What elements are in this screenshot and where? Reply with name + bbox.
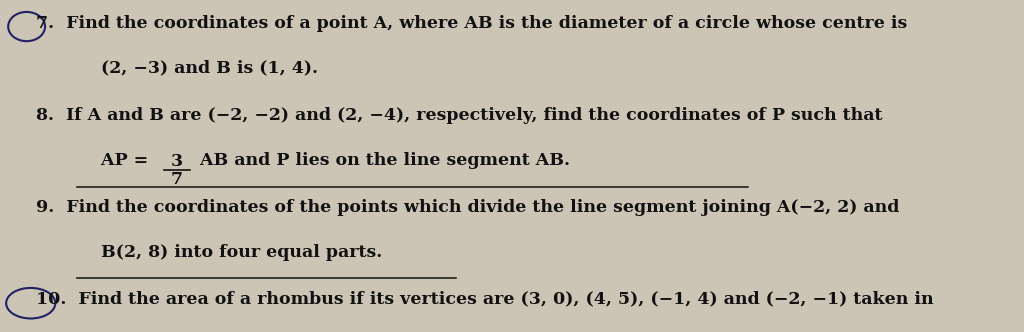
Text: 7.  Find the coordinates of a point A, where AB is the diameter of a circle whos: 7. Find the coordinates of a point A, wh… xyxy=(36,15,907,32)
Text: 10.  Find the area of a rhombus if its vertices are (3, 0), (4, 5), (−1, 4) and : 10. Find the area of a rhombus if its ve… xyxy=(36,290,934,307)
Text: 3: 3 xyxy=(171,153,183,170)
Text: 7: 7 xyxy=(171,171,183,188)
Text: 8.  If A and B are (−2, −2) and (2, −4), respectively, find the coordinates of P: 8. If A and B are (−2, −2) and (2, −4), … xyxy=(36,107,883,124)
Text: B(2, 8) into four equal parts.: B(2, 8) into four equal parts. xyxy=(77,244,382,261)
Text: 9.  Find the coordinates of the points which divide the line segment joining A(−: 9. Find the coordinates of the points wh… xyxy=(36,199,899,216)
Text: AB and P lies on the line segment AB.: AB and P lies on the line segment AB. xyxy=(194,152,569,169)
Text: (2, −3) and B is (1, 4).: (2, −3) and B is (1, 4). xyxy=(77,60,317,77)
Text: AP =: AP = xyxy=(77,152,154,169)
